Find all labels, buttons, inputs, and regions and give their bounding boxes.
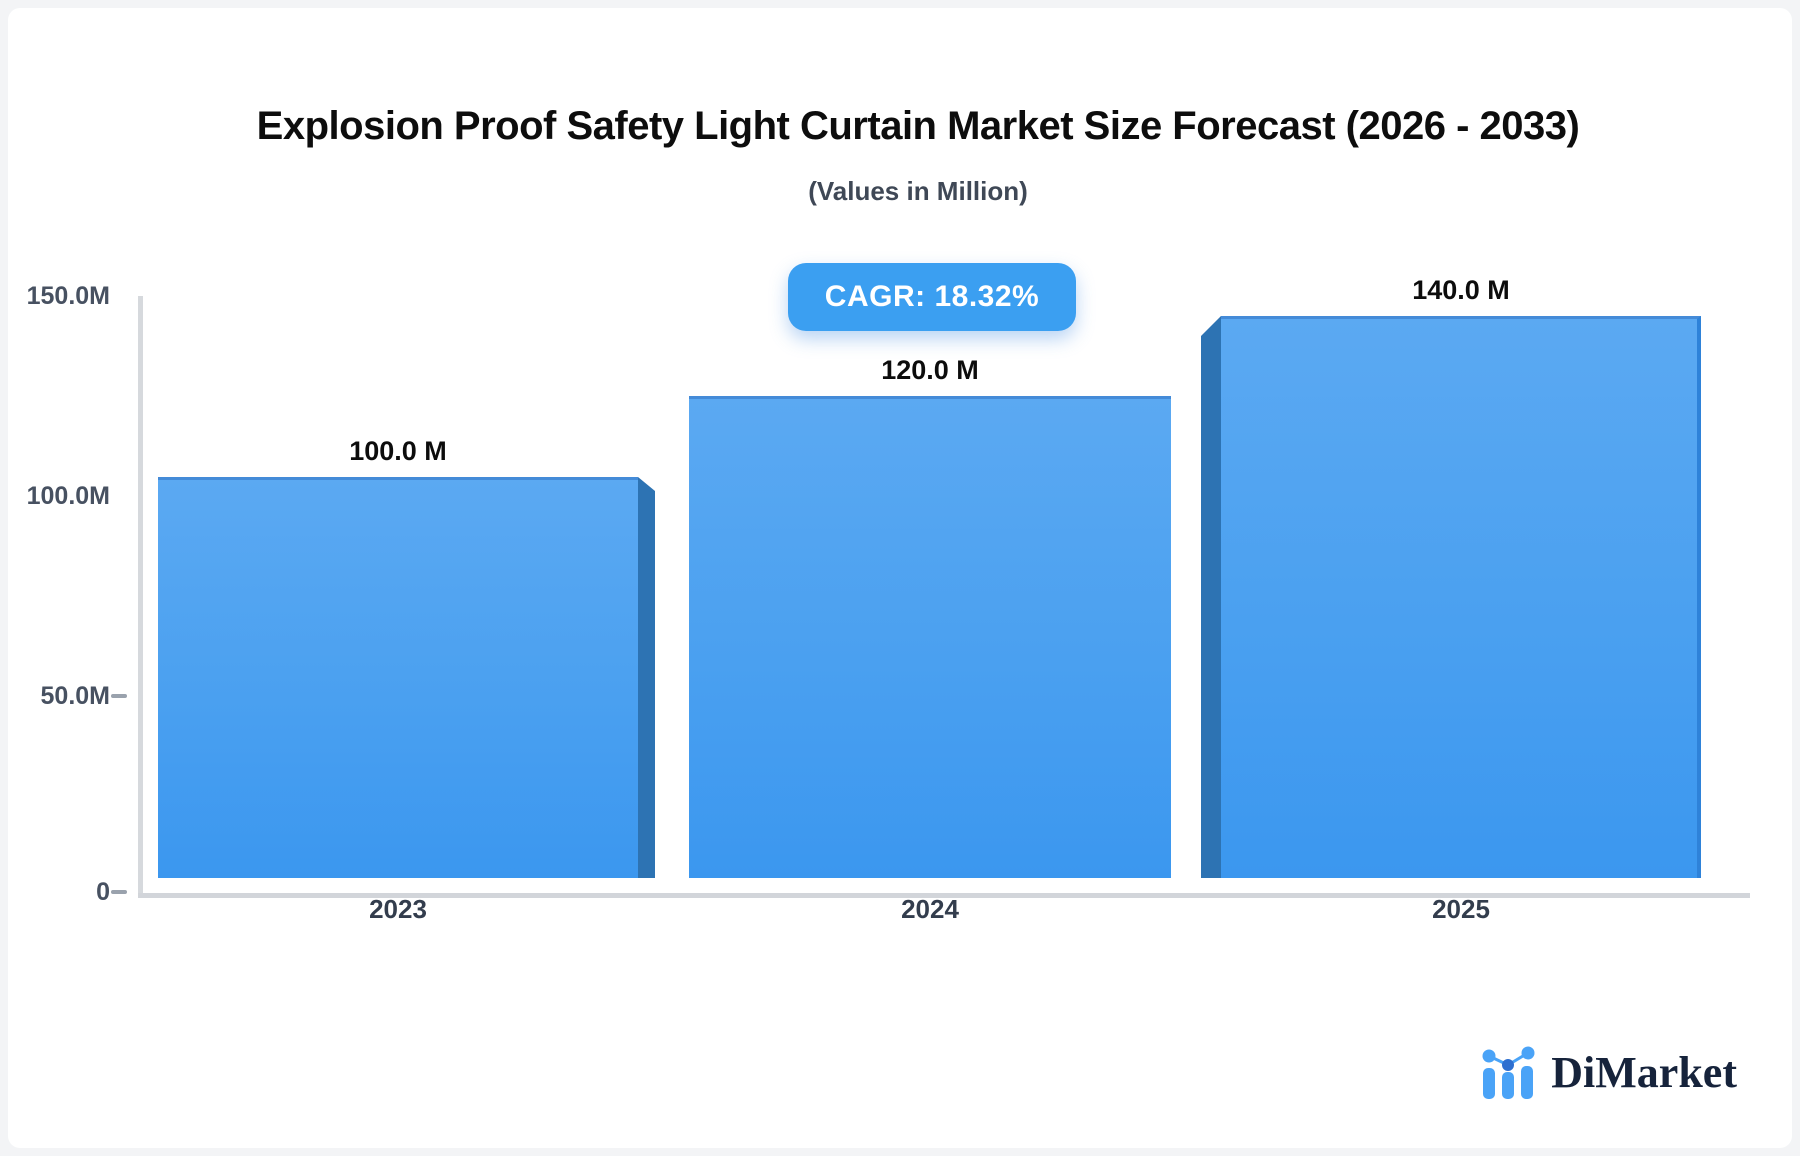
- x-axis-label-2024: 2024: [901, 894, 959, 924]
- x-axis-label-2025: 2025: [1432, 894, 1490, 924]
- chart-subtitle: (Values in Million): [808, 176, 1028, 206]
- chart-card: Explosion Proof Safety Light Curtain Mar…: [8, 8, 1792, 1148]
- y-tick-mark-0: [111, 890, 127, 894]
- bar-group-2024: 120.0 M 2024: [689, 355, 1171, 924]
- x-axis-label-2023: 2023: [369, 894, 427, 924]
- y-tick-label-150: 150.0M: [26, 282, 110, 310]
- chart-title: Explosion Proof Safety Light Curtain Mar…: [256, 104, 1580, 148]
- y-tick-label-50: 50.0M: [40, 682, 110, 710]
- bar-2023-side-face: [638, 477, 655, 878]
- y-tick-label-100: 100.0M: [26, 482, 110, 510]
- dimarket-logo: DiMarket: [1481, 1046, 1737, 1100]
- dimarket-logo-text: DiMarket: [1551, 1048, 1737, 1097]
- mini-bar-chart-icon: [1482, 1046, 1535, 1099]
- y-tick-mark-50: [111, 694, 127, 698]
- bar-group-2025: 140.0 M 2025: [1201, 275, 1701, 924]
- bar-2025-side-face: [1201, 316, 1221, 878]
- bar-value-label-2023: 100.0 M: [349, 436, 447, 466]
- bar-2023[interactable]: [158, 477, 638, 878]
- y-tick-label-0: 0: [96, 878, 110, 906]
- x-axis-line: [138, 893, 1750, 898]
- bar-group-2023: 100.0 M 2023: [158, 436, 655, 924]
- bar-2024[interactable]: [689, 396, 1171, 878]
- bar-value-label-2025: 140.0 M: [1412, 275, 1510, 305]
- cagr-badge-label: CAGR: 18.32%: [824, 280, 1040, 313]
- cagr-badge: CAGR: 18.32%: [788, 263, 1076, 331]
- y-axis-line: [138, 296, 143, 896]
- bar-value-label-2024: 120.0 M: [881, 355, 979, 385]
- bar-2025[interactable]: [1221, 316, 1701, 878]
